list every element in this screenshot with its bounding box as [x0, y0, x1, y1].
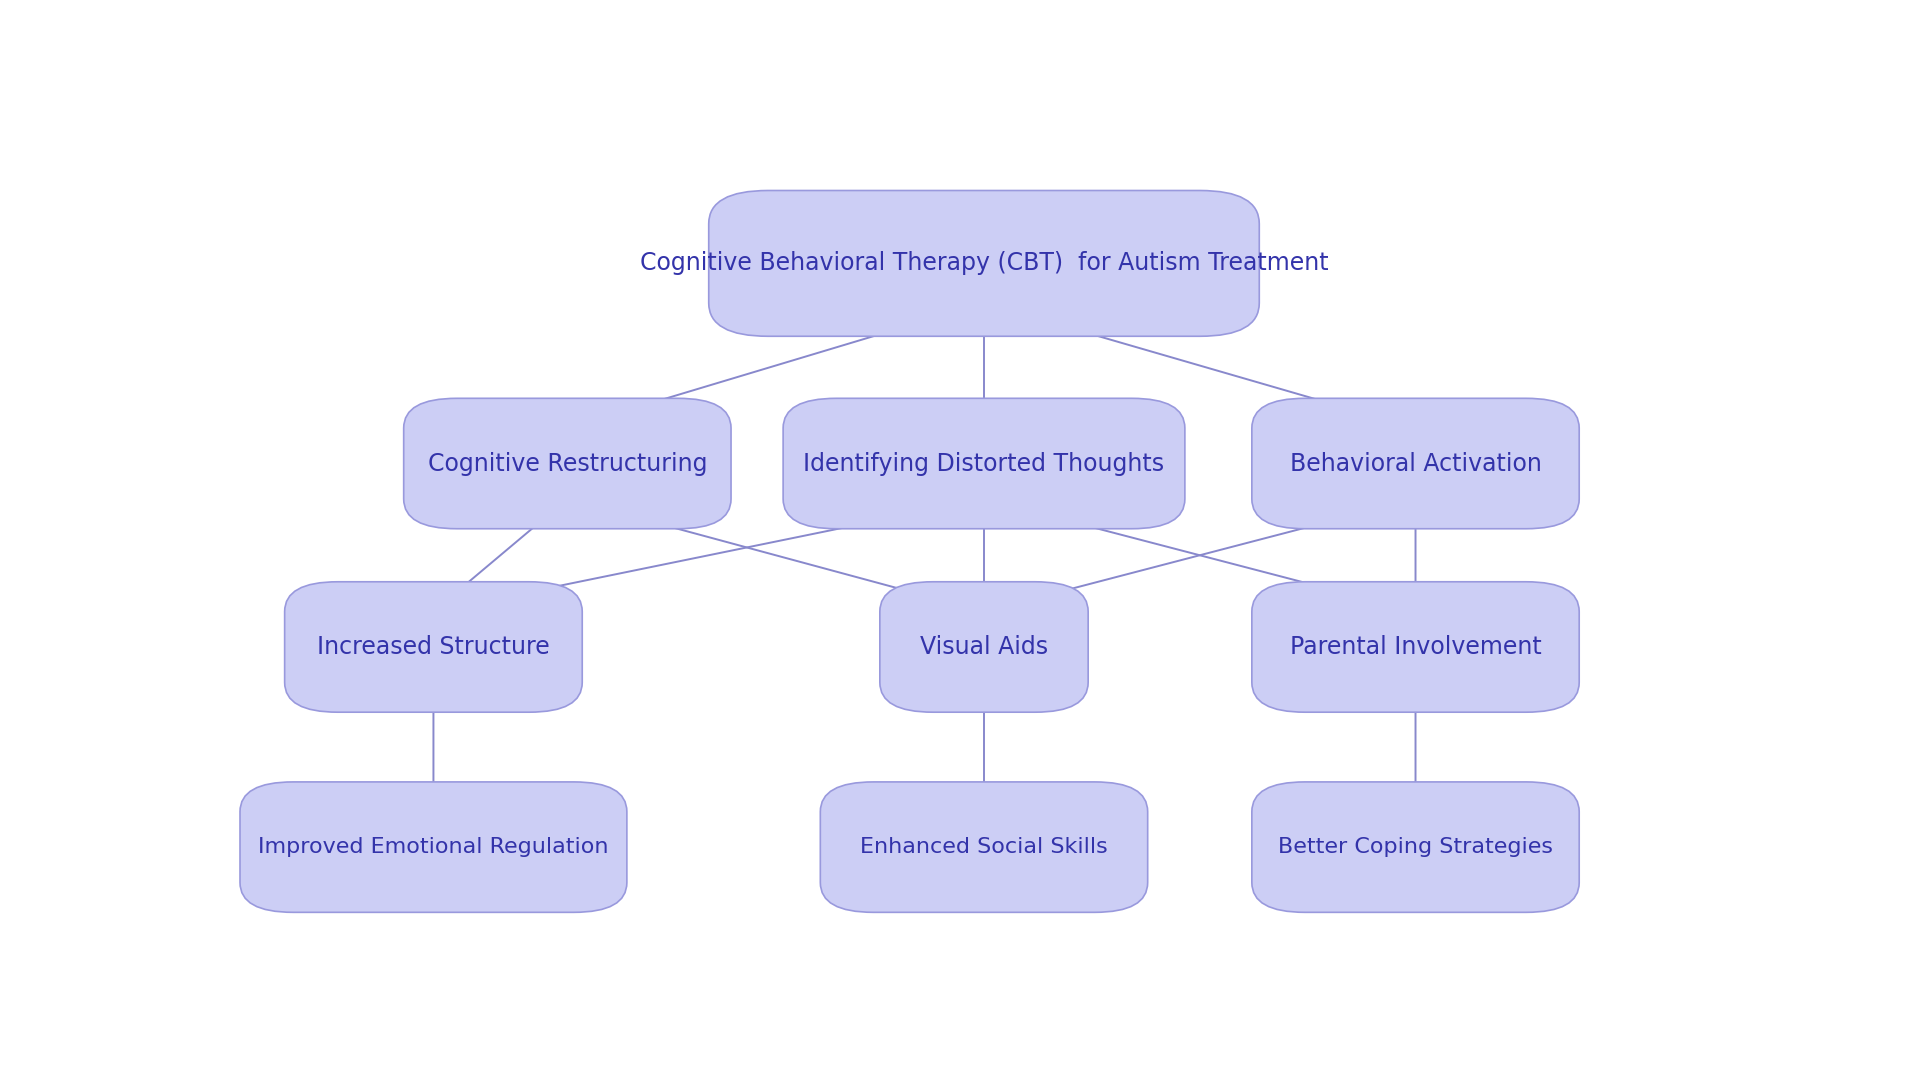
FancyBboxPatch shape — [708, 191, 1260, 336]
Text: Better Coping Strategies: Better Coping Strategies — [1279, 837, 1553, 857]
FancyBboxPatch shape — [1252, 582, 1580, 713]
Text: Increased Structure: Increased Structure — [317, 635, 549, 658]
Text: Identifying Distorted Thoughts: Identifying Distorted Thoughts — [803, 452, 1165, 475]
FancyBboxPatch shape — [403, 399, 732, 529]
FancyBboxPatch shape — [240, 782, 626, 912]
FancyBboxPatch shape — [1252, 399, 1580, 529]
Text: Parental Involvement: Parental Involvement — [1290, 635, 1542, 658]
FancyBboxPatch shape — [1252, 782, 1580, 912]
Text: Enhanced Social Skills: Enhanced Social Skills — [860, 837, 1108, 857]
Text: Cognitive Restructuring: Cognitive Restructuring — [428, 452, 707, 475]
Text: Visual Aids: Visual Aids — [920, 635, 1048, 658]
Text: Behavioral Activation: Behavioral Activation — [1290, 452, 1542, 475]
Text: Improved Emotional Regulation: Improved Emotional Regulation — [257, 837, 609, 857]
FancyBboxPatch shape — [879, 582, 1089, 713]
FancyBboxPatch shape — [820, 782, 1148, 912]
FancyBboxPatch shape — [783, 399, 1185, 529]
FancyBboxPatch shape — [284, 582, 582, 713]
Text: Cognitive Behavioral Therapy (CBT)  for Autism Treatment: Cognitive Behavioral Therapy (CBT) for A… — [639, 251, 1329, 275]
